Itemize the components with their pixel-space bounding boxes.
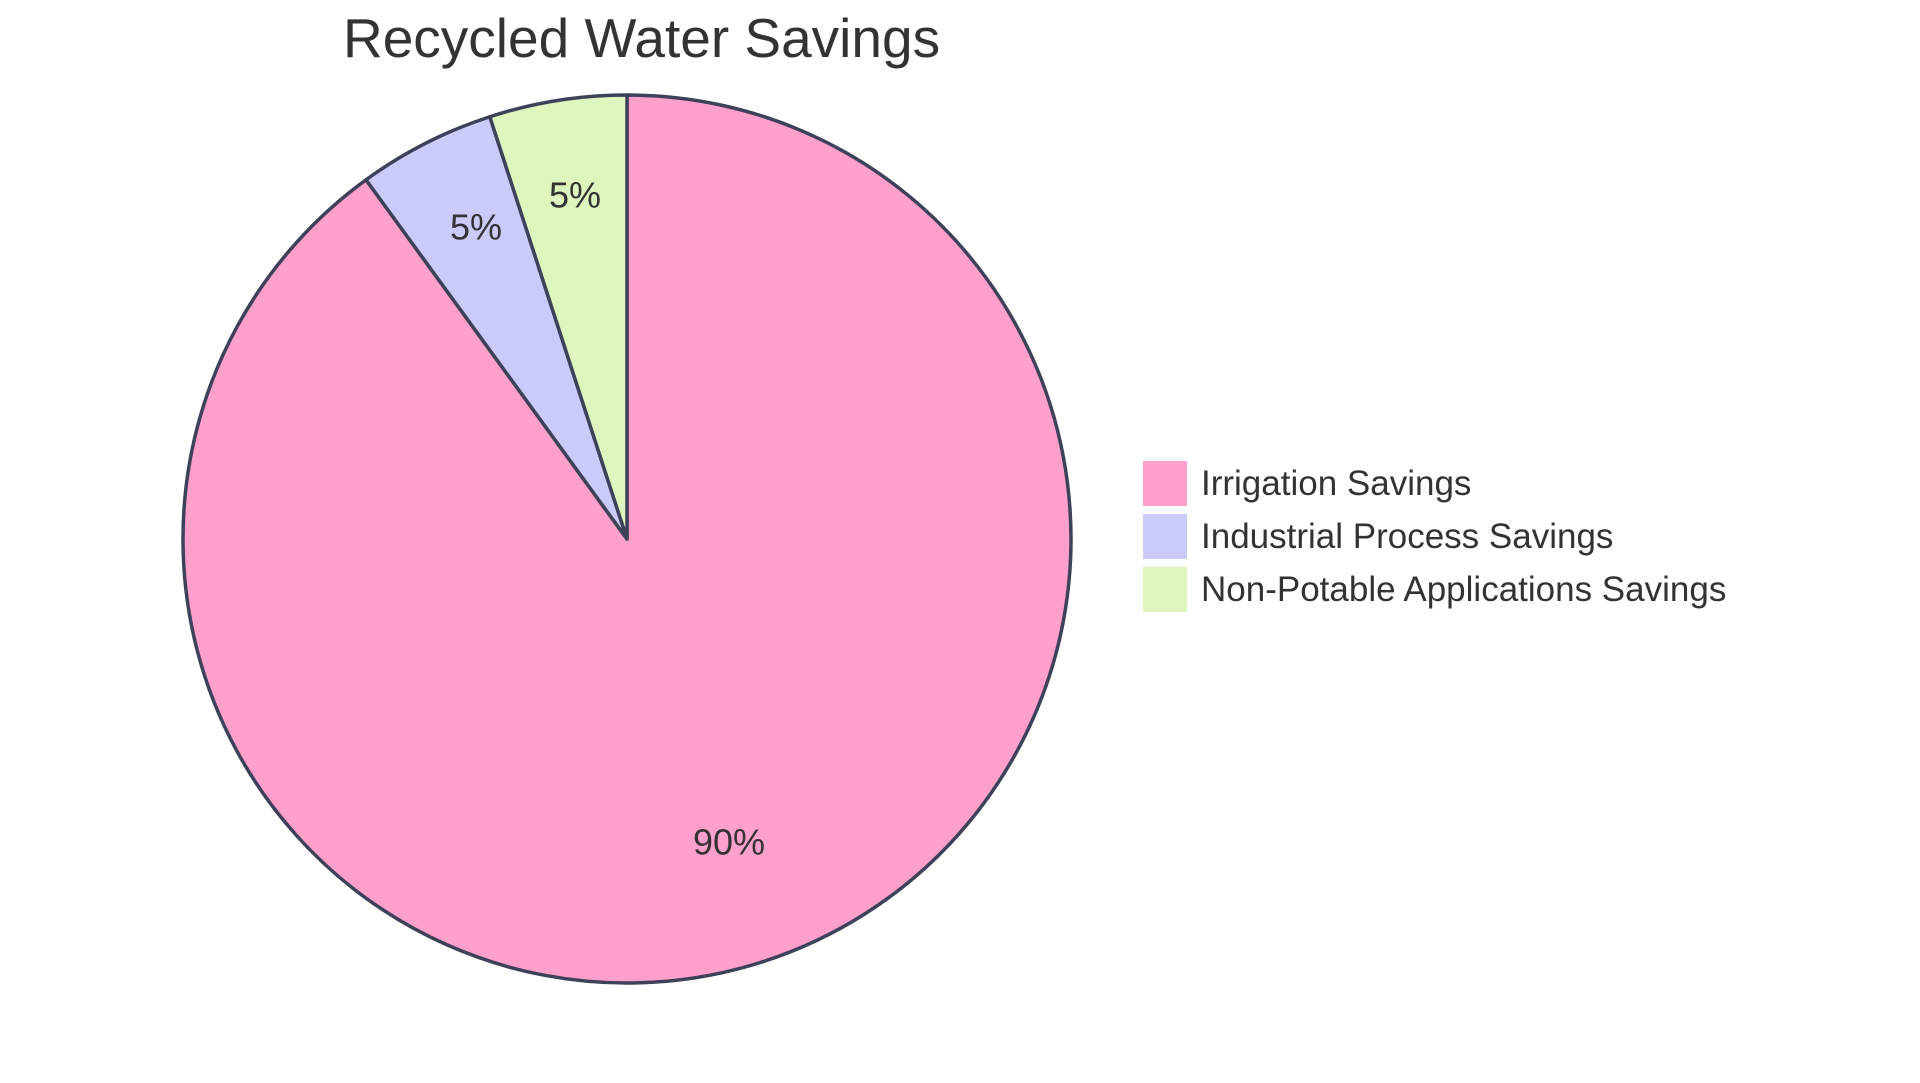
svg-text:90%: 90% (693, 822, 765, 863)
svg-text:5%: 5% (549, 175, 601, 216)
svg-text:5%: 5% (450, 207, 502, 248)
